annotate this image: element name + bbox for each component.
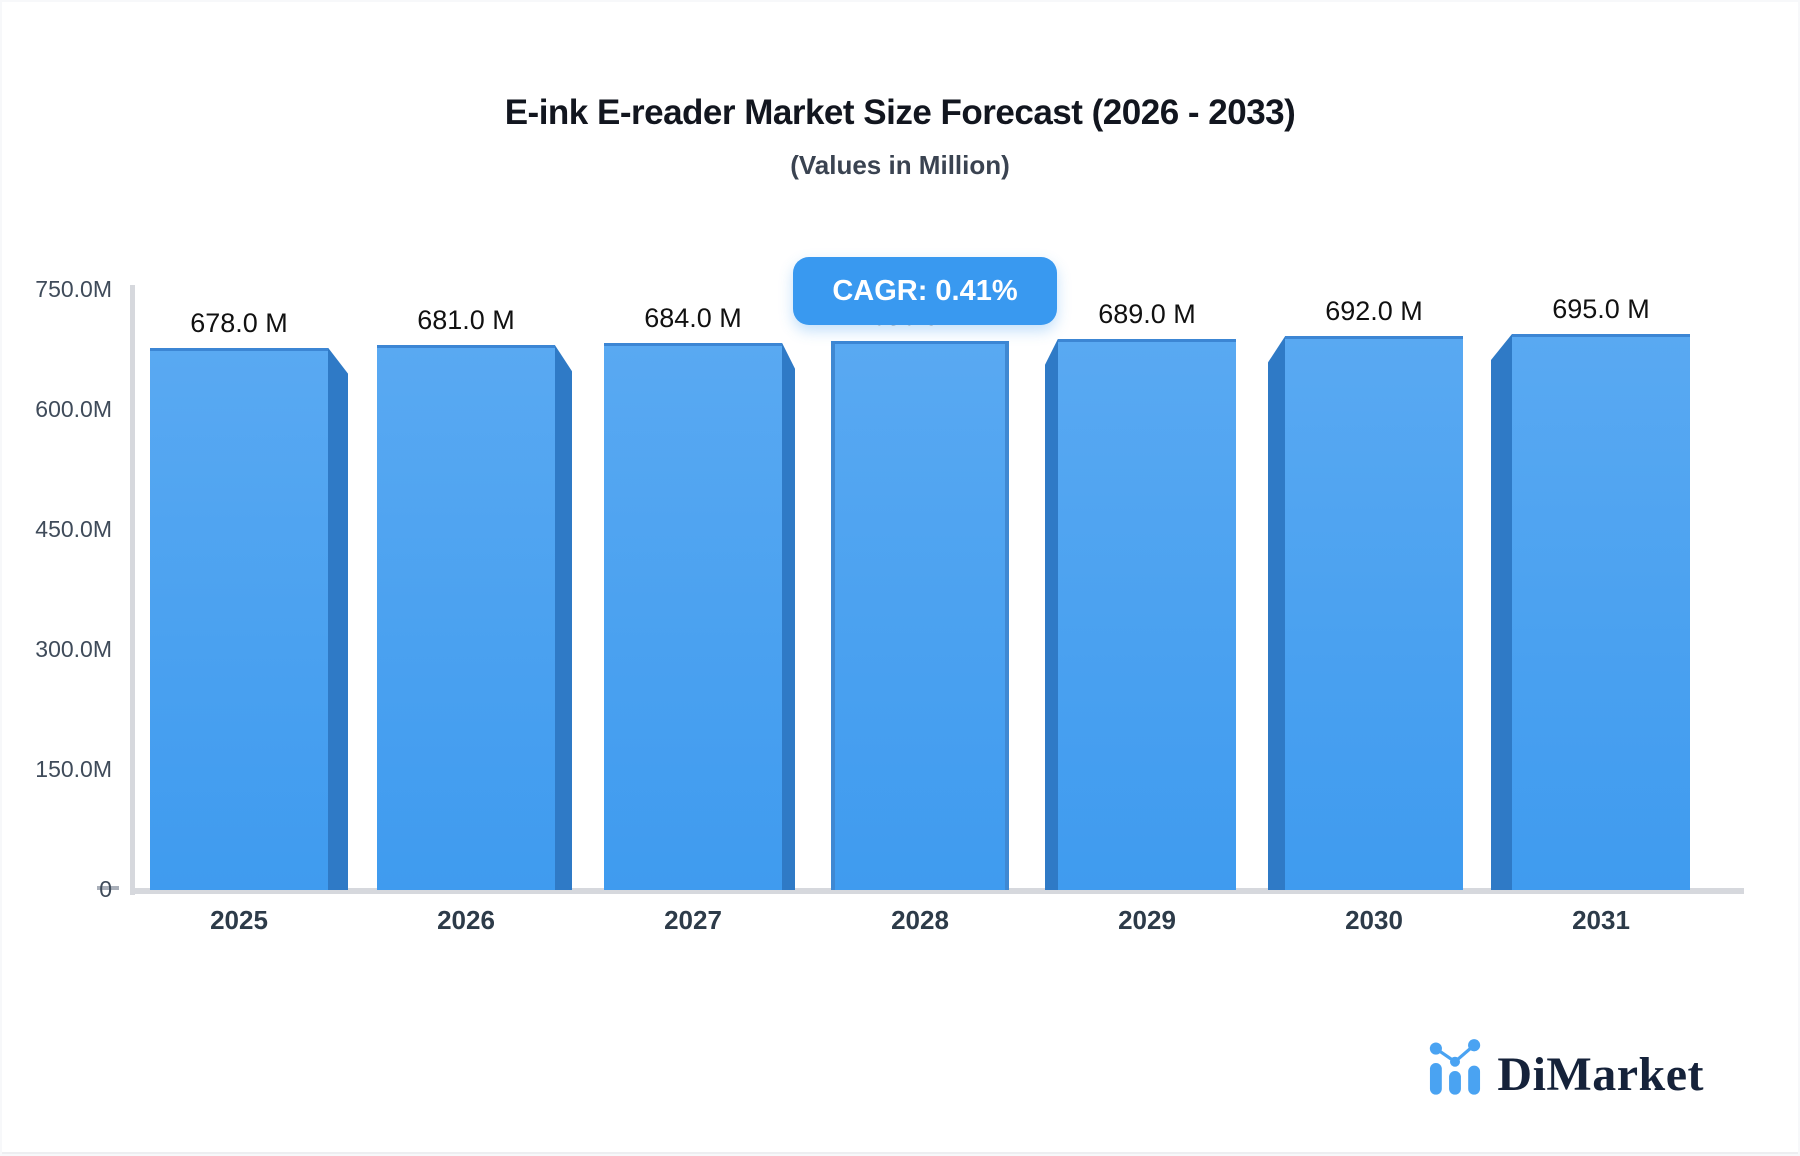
x-axis-tick-label-2030: 2030: [1345, 905, 1403, 935]
bar-chart-trend-icon: [1430, 1039, 1481, 1095]
bar-value-label-2026: 681.0 M: [417, 305, 515, 336]
logo-text: DiMarket: [1497, 1048, 1704, 1102]
dimarket-logo: DiMarket: [1426, 1036, 1704, 1102]
y-axis-tick-label: 750.0M: [35, 276, 112, 302]
bar-2028[interactable]: [831, 341, 1009, 890]
bar-side-2030: [1268, 336, 1285, 890]
bar-side-2029: [1045, 338, 1058, 890]
bar-2025[interactable]: [150, 347, 328, 890]
x-axis-line: [130, 888, 1744, 894]
y-axis-tick-label: 600.0M: [35, 396, 112, 422]
x-axis-tick-label-2029: 2029: [1118, 905, 1176, 935]
bar-side-2027: [782, 342, 795, 890]
x-axis-tick-label-2028: 2028: [891, 905, 949, 935]
x-axis-tick-label-2026: 2026: [437, 905, 495, 935]
x-axis-tick-label-2027: 2027: [664, 905, 722, 935]
bar-value-label-2030: 692.0 M: [1325, 296, 1423, 327]
bar-2031[interactable]: [1512, 334, 1690, 890]
y-axis-tick-label: 150.0M: [35, 756, 112, 782]
y-axis-tick-label: 450.0M: [35, 516, 112, 542]
y-axis-tick-label: 0: [99, 876, 112, 902]
bar-side-2031: [1491, 334, 1512, 890]
chart-subtitle: (Values in Million): [790, 150, 1010, 180]
bar-2026[interactable]: [377, 345, 555, 890]
bar-value-label-2027: 684.0 M: [644, 302, 742, 333]
zero-tick-mark: [97, 886, 119, 890]
bar-value-label-2029: 689.0 M: [1098, 298, 1196, 329]
y-axis-tick-label: 300.0M: [35, 636, 112, 662]
chart-title: E-ink E-reader Market Size Forecast (202…: [504, 93, 1296, 132]
cagr-badge-label: CAGR: 0.41%: [832, 274, 1018, 307]
bar-value-label-2031: 695.0 M: [1552, 294, 1650, 324]
bar-2030[interactable]: [1285, 336, 1463, 890]
bar-2029[interactable]: [1058, 338, 1236, 890]
bar-side-2026: [555, 345, 572, 890]
cagr-badge: CAGR: 0.41%: [793, 257, 1057, 325]
bar-value-label-2025: 678.0 M: [190, 307, 288, 338]
bar-2027[interactable]: [604, 342, 782, 890]
y-axis-line: [130, 285, 135, 895]
x-axis-tick-label-2031: 2031: [1572, 905, 1630, 935]
x-axis-tick-label-2025: 2025: [210, 905, 268, 935]
bar-side-2025: [328, 347, 348, 890]
